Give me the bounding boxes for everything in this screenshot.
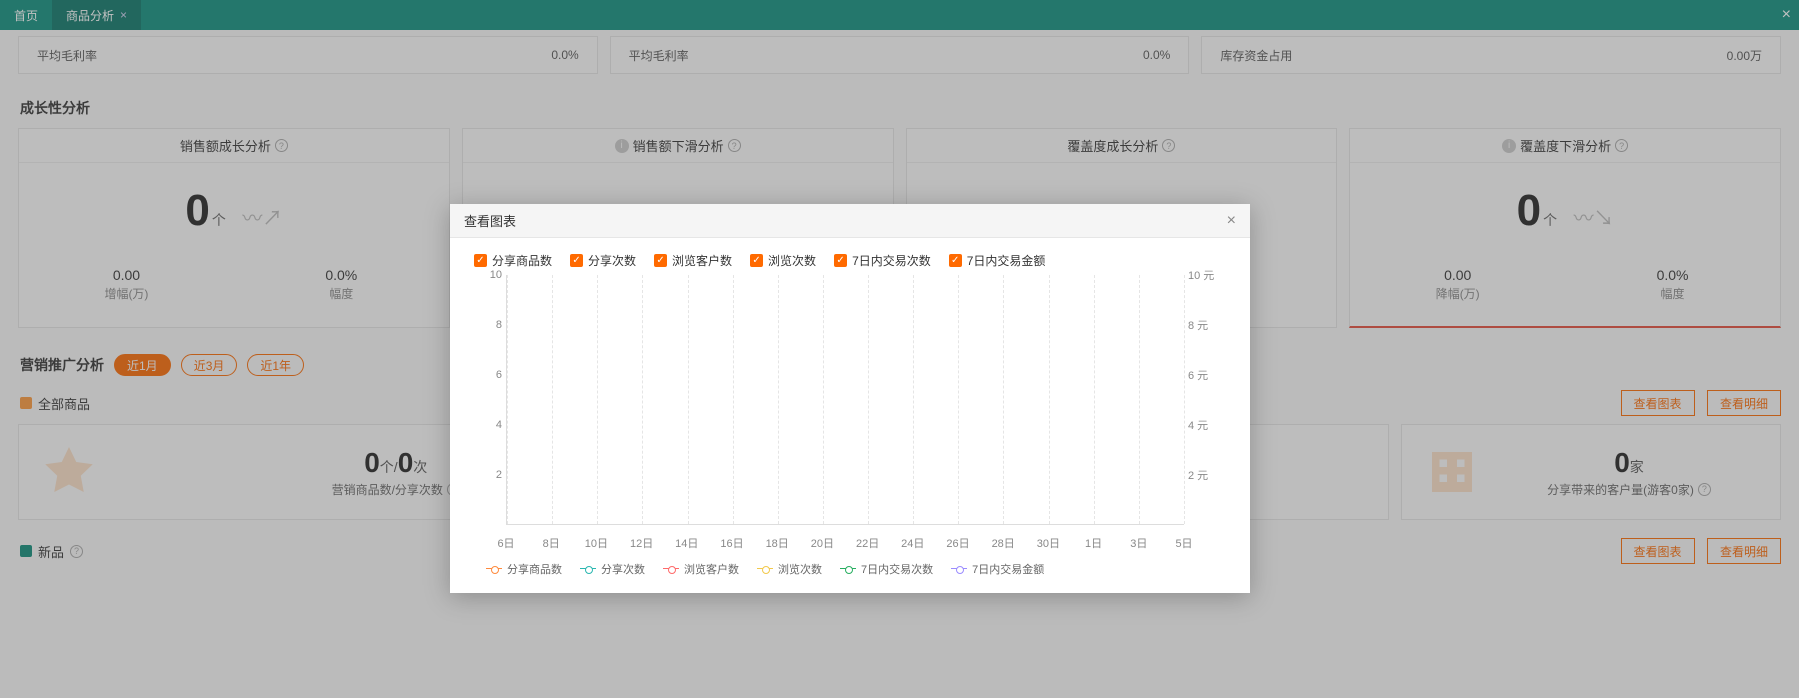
grid-line xyxy=(823,275,824,524)
legend-symbol-icon xyxy=(486,565,502,573)
series-checkbox[interactable]: ✓ 分享次数 xyxy=(570,252,636,269)
y-tick: 6 xyxy=(474,369,502,381)
x-tick: 26日 xyxy=(946,535,969,551)
series-checkbox[interactable]: ✓ 浏览次数 xyxy=(750,252,816,269)
x-tick: 8日 xyxy=(543,535,560,551)
x-axis: 6日8日10日12日14日16日18日20日22日24日26日28日30日1日3… xyxy=(506,529,1184,555)
checkbox-label: 浏览次数 xyxy=(768,252,816,269)
y-axis-right: 10 元8 元6 元4 元2 元 xyxy=(1188,275,1226,525)
checkbox-icon: ✓ xyxy=(654,254,667,267)
checkbox-icon: ✓ xyxy=(570,254,583,267)
x-tick: 6日 xyxy=(497,535,514,551)
legend-item[interactable]: 分享次数 xyxy=(580,561,645,577)
y-tick: 8 元 xyxy=(1188,317,1226,333)
x-tick: 18日 xyxy=(766,535,789,551)
y-axis-left: 108642 xyxy=(474,275,502,525)
checkbox-icon: ✓ xyxy=(750,254,763,267)
series-checkboxes: ✓ 分享商品数 ✓ 分享次数 ✓ 浏览客户数 ✓ 浏览次数 ✓ 7日内交易次数 ✓ 7日内交易金额 xyxy=(450,238,1250,275)
grid-line xyxy=(778,275,779,524)
legend-item[interactable]: 7日内交易金额 xyxy=(951,561,1044,577)
legend-label: 分享次数 xyxy=(601,561,645,577)
chart-modal: 查看图表 × ✓ 分享商品数 ✓ 分享次数 ✓ 浏览客户数 ✓ 浏览次数 ✓ 7日内交易次数 ✓ 7日… xyxy=(450,204,1250,593)
grid-line xyxy=(642,275,643,524)
y-tick: 10 xyxy=(474,269,502,281)
legend-symbol-icon xyxy=(951,565,967,573)
grid-line xyxy=(733,275,734,524)
chart-legend: 分享商品数 分享次数 浏览客户数 浏览次数 7日内交易次数 7日内交易金额 xyxy=(450,555,1250,593)
y-tick: 2 元 xyxy=(1188,467,1226,483)
plot-area xyxy=(506,275,1184,525)
grid-line xyxy=(552,275,553,524)
checkbox-icon: ✓ xyxy=(834,254,847,267)
legend-label: 7日内交易金额 xyxy=(972,561,1044,577)
modal-title: 查看图表 xyxy=(464,211,516,230)
grid-line xyxy=(958,275,959,524)
series-checkbox[interactable]: ✓ 7日内交易金额 xyxy=(949,252,1046,269)
legend-item[interactable]: 浏览次数 xyxy=(757,561,822,577)
checkbox-label: 7日内交易金额 xyxy=(967,252,1046,269)
legend-item[interactable]: 浏览客户数 xyxy=(663,561,739,577)
x-tick: 22日 xyxy=(856,535,879,551)
x-tick: 30日 xyxy=(1037,535,1060,551)
checkbox-label: 分享商品数 xyxy=(492,252,552,269)
x-tick: 16日 xyxy=(720,535,743,551)
x-tick: 20日 xyxy=(811,535,834,551)
x-tick: 28日 xyxy=(992,535,1015,551)
legend-label: 浏览次数 xyxy=(778,561,822,577)
x-tick: 5日 xyxy=(1175,535,1192,551)
legend-symbol-icon xyxy=(757,565,773,573)
x-tick: 12日 xyxy=(630,535,653,551)
grid-line xyxy=(1184,275,1185,524)
grid-line xyxy=(868,275,869,524)
checkbox-label: 浏览客户数 xyxy=(672,252,732,269)
x-tick: 10日 xyxy=(585,535,608,551)
series-checkbox[interactable]: ✓ 7日内交易次数 xyxy=(834,252,931,269)
grid-line xyxy=(1049,275,1050,524)
y-tick: 4 xyxy=(474,419,502,431)
legend-item[interactable]: 分享商品数 xyxy=(486,561,562,577)
grid-line xyxy=(507,275,508,524)
legend-symbol-icon xyxy=(663,565,679,573)
legend-symbol-icon xyxy=(840,565,856,573)
legend-item[interactable]: 7日内交易次数 xyxy=(840,561,933,577)
grid-line xyxy=(688,275,689,524)
grid-line xyxy=(1003,275,1004,524)
modal-header: 查看图表 × xyxy=(450,204,1250,238)
legend-label: 浏览客户数 xyxy=(684,561,739,577)
grid-line xyxy=(1094,275,1095,524)
y-tick: 8 xyxy=(474,319,502,331)
grid-line xyxy=(1139,275,1140,524)
series-checkbox[interactable]: ✓ 分享商品数 xyxy=(474,252,552,269)
legend-label: 分享商品数 xyxy=(507,561,562,577)
close-icon[interactable]: × xyxy=(1227,212,1236,230)
y-tick: 6 元 xyxy=(1188,367,1226,383)
x-tick: 14日 xyxy=(675,535,698,551)
y-tick: 10 元 xyxy=(1188,267,1226,283)
y-tick: 2 xyxy=(474,469,502,481)
checkbox-icon: ✓ xyxy=(949,254,962,267)
x-tick: 1日 xyxy=(1085,535,1102,551)
legend-label: 7日内交易次数 xyxy=(861,561,933,577)
x-tick: 24日 xyxy=(901,535,924,551)
checkbox-label: 分享次数 xyxy=(588,252,636,269)
grid-line xyxy=(913,275,914,524)
x-tick: 3日 xyxy=(1130,535,1147,551)
series-checkbox[interactable]: ✓ 浏览客户数 xyxy=(654,252,732,269)
legend-symbol-icon xyxy=(580,565,596,573)
line-chart: 108642 10 元8 元6 元4 元2 元 6日8日10日12日14日16日… xyxy=(474,275,1226,555)
checkbox-icon: ✓ xyxy=(474,254,487,267)
y-tick: 4 元 xyxy=(1188,417,1226,433)
grid-line xyxy=(597,275,598,524)
checkbox-label: 7日内交易次数 xyxy=(852,252,931,269)
